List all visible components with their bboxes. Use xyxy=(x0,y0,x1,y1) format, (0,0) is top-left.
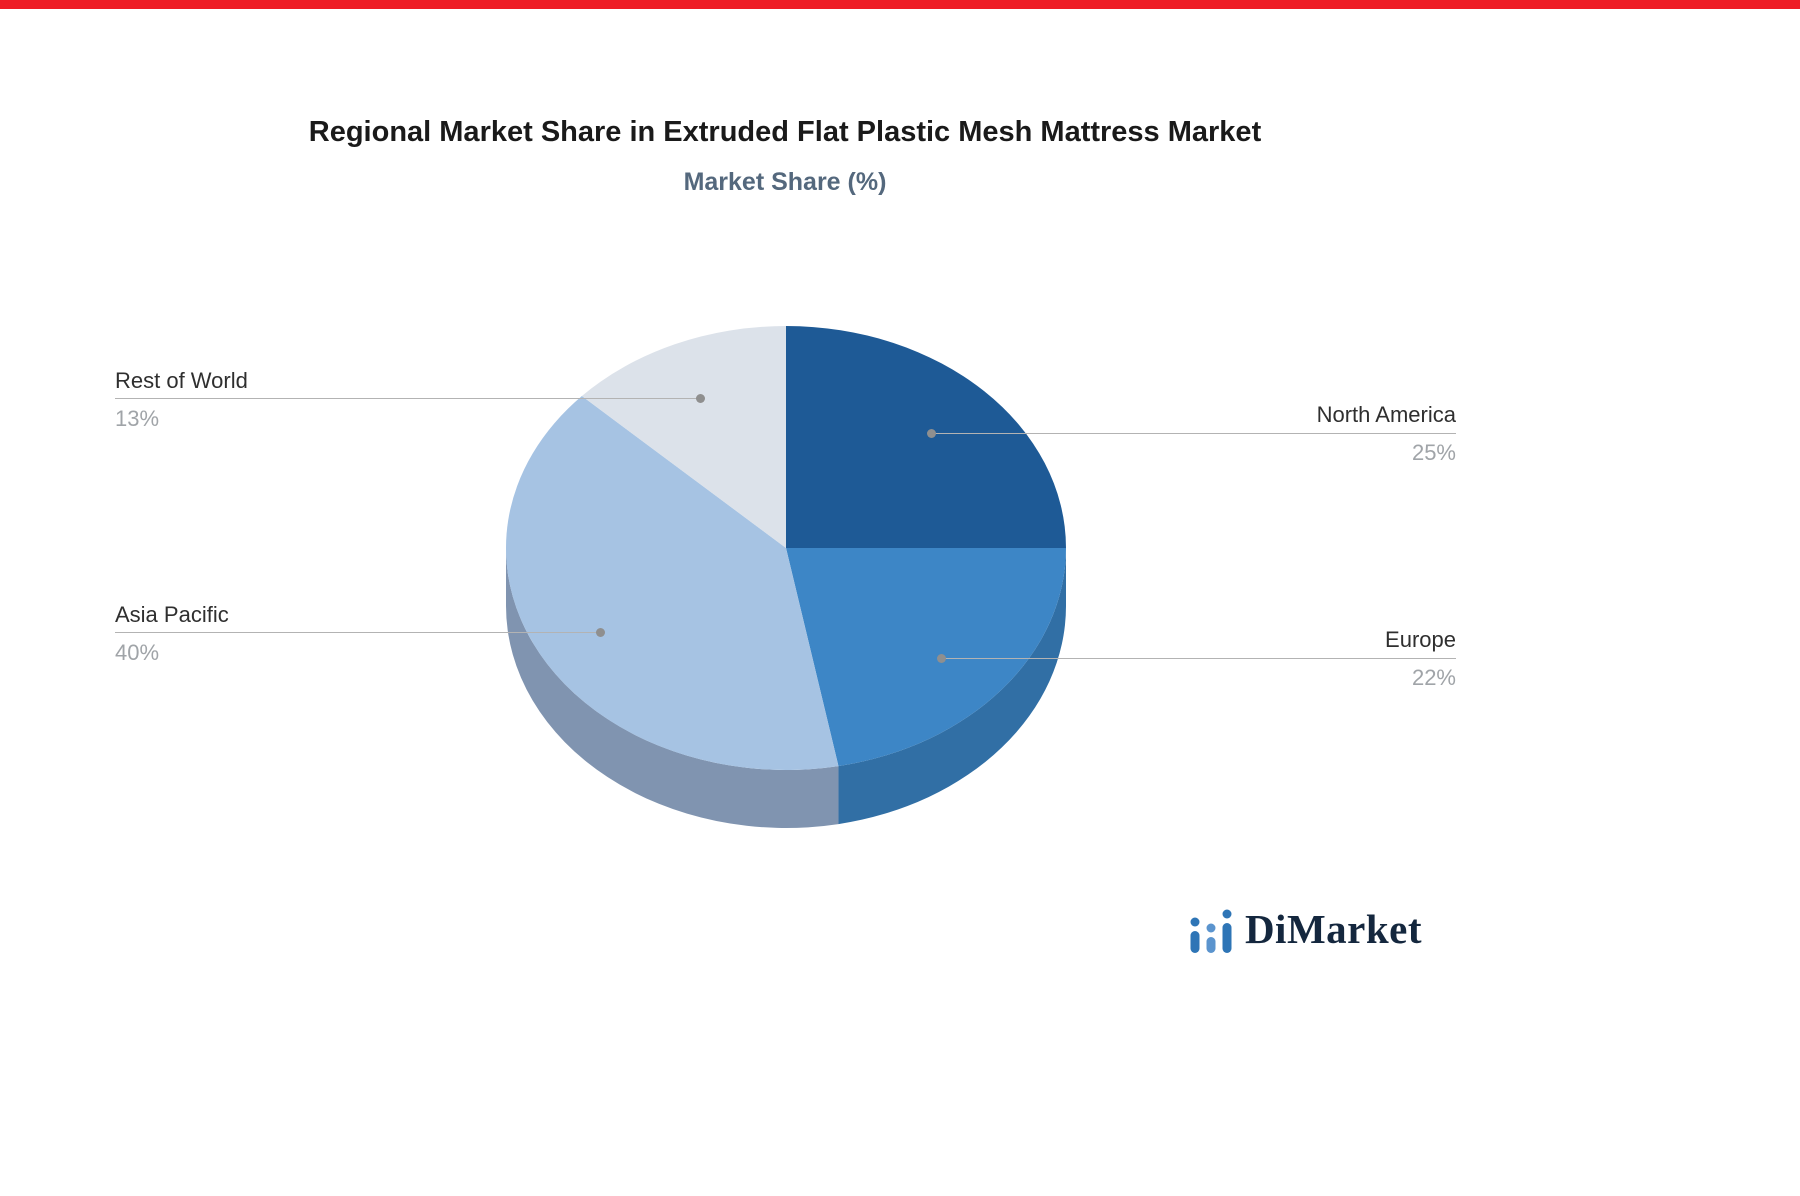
leader-line-asia-pacific xyxy=(115,632,600,633)
leader-line-north-america xyxy=(931,433,1456,434)
top-border xyxy=(0,0,1800,9)
leader-dot-rest-of-world xyxy=(696,394,705,403)
brand-logo: DiMarket xyxy=(1187,903,1422,955)
chart-title: Regional Market Share in Extruded Flat P… xyxy=(308,116,1262,148)
pie-label-north-america: North America xyxy=(1316,402,1456,427)
pie-slice-north-america xyxy=(786,326,1066,548)
leader-dot-europe xyxy=(937,654,946,663)
pie-value-asia-pacific: 40% xyxy=(115,640,160,665)
pie-label-asia-pacific: Asia Pacific xyxy=(115,602,229,627)
pie-slice-rest-of-world xyxy=(581,326,786,548)
pie-slice-europe xyxy=(786,548,1066,767)
pie-slice-asia-pacific xyxy=(506,396,839,770)
bar-chart-icon xyxy=(1190,909,1232,953)
pie-value-north-america: 25% xyxy=(1411,440,1456,465)
pie-value-rest-of-world: 13% xyxy=(115,406,160,431)
pie-depth-europe xyxy=(838,548,1066,825)
brand-logo-text: DiMarket xyxy=(1244,906,1422,952)
leader-dot-asia-pacific xyxy=(596,628,605,637)
chart-subtitle: Market Share (%) xyxy=(683,168,887,196)
leader-line-europe xyxy=(941,658,1456,659)
pie-label-rest-of-world: Rest of World xyxy=(115,368,248,393)
leader-dot-north-america xyxy=(927,429,936,438)
pie-depth-asia-pacific xyxy=(506,548,839,829)
leader-line-rest-of-world xyxy=(115,398,700,399)
pie-label-europe: Europe xyxy=(1385,627,1456,652)
pie-value-europe: 22% xyxy=(1411,665,1456,690)
